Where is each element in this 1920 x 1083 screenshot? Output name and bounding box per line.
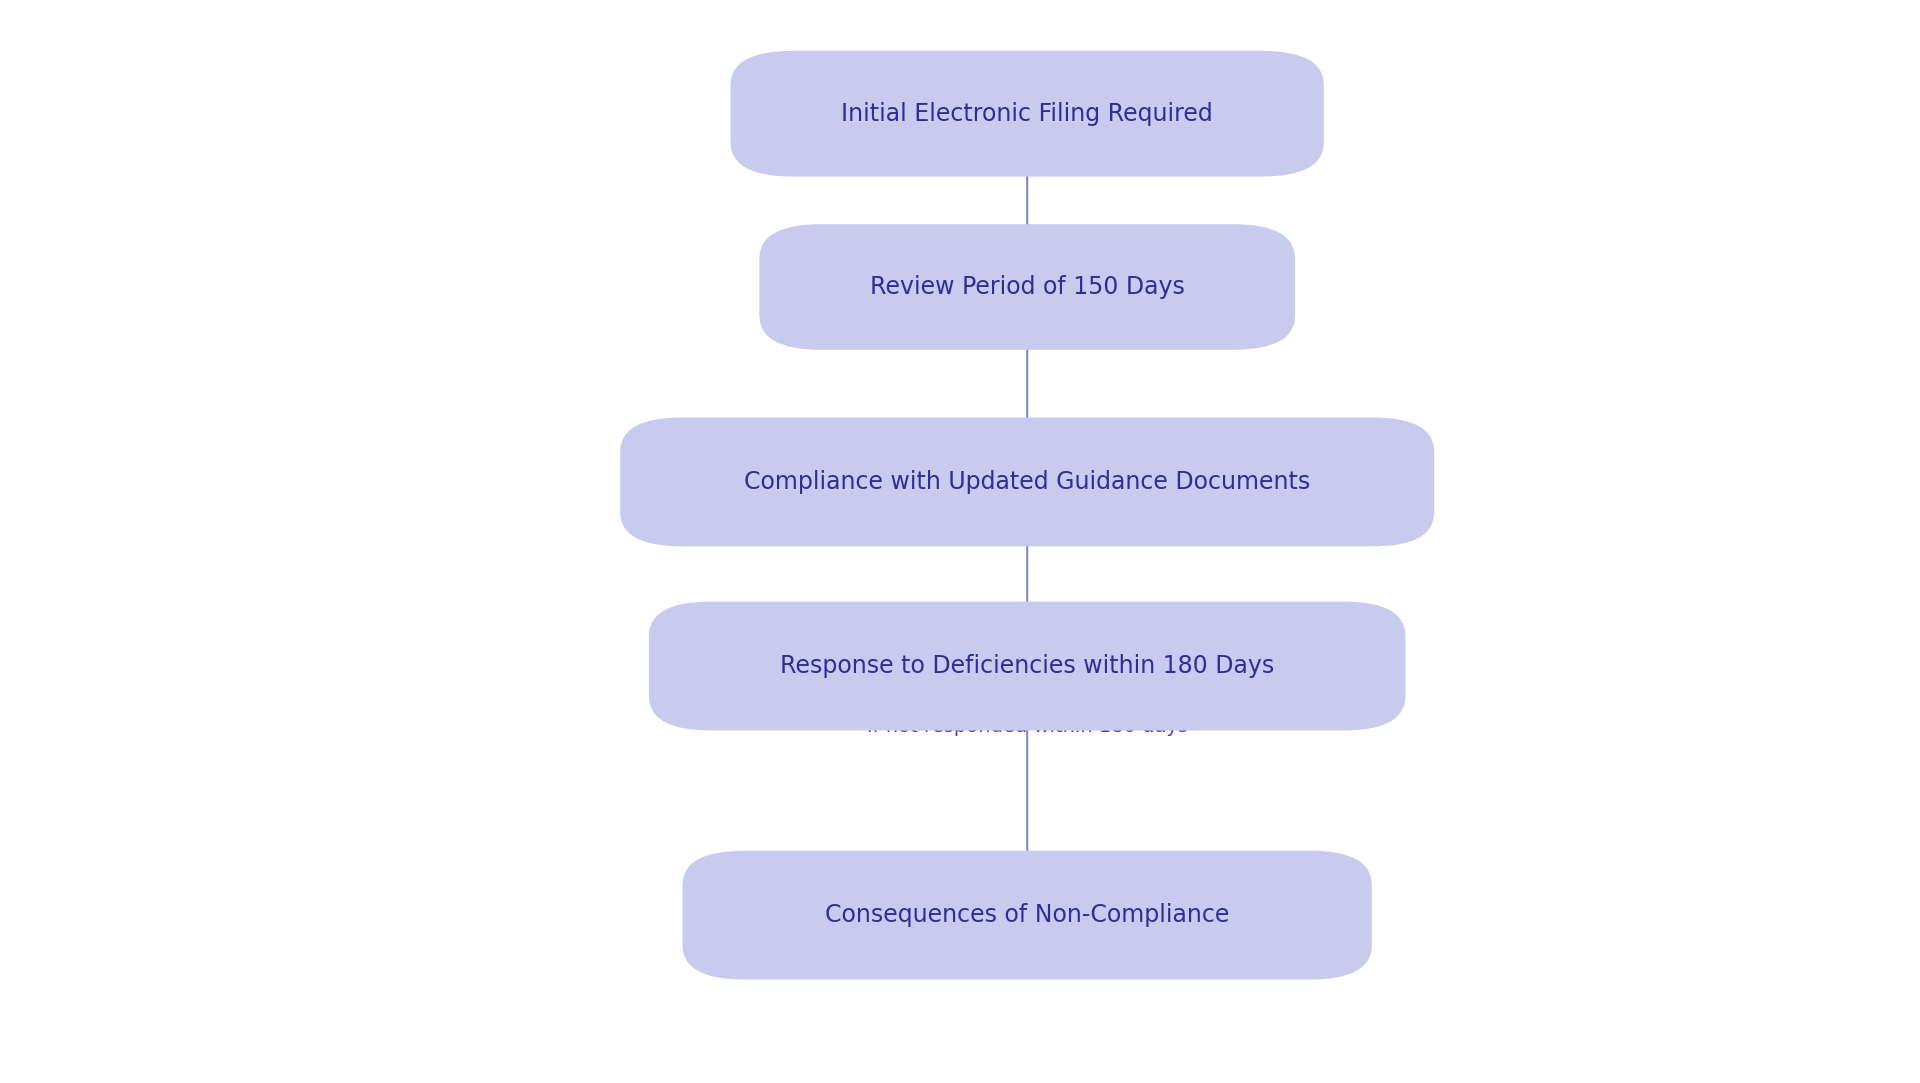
Text: Review Period of 150 Days: Review Period of 150 Days <box>870 275 1185 299</box>
FancyBboxPatch shape <box>620 417 1434 546</box>
Text: If not responded within 180 days: If not responded within 180 days <box>866 717 1188 736</box>
Text: Consequences of Non-Compliance: Consequences of Non-Compliance <box>826 903 1229 927</box>
FancyBboxPatch shape <box>732 51 1325 177</box>
FancyBboxPatch shape <box>649 602 1405 730</box>
FancyBboxPatch shape <box>760 224 1296 350</box>
FancyBboxPatch shape <box>684 851 1371 979</box>
Text: Compliance with Updated Guidance Documents: Compliance with Updated Guidance Documen… <box>745 470 1309 494</box>
Text: Initial Electronic Filing Required: Initial Electronic Filing Required <box>841 102 1213 126</box>
Text: Response to Deficiencies within 180 Days: Response to Deficiencies within 180 Days <box>780 654 1275 678</box>
